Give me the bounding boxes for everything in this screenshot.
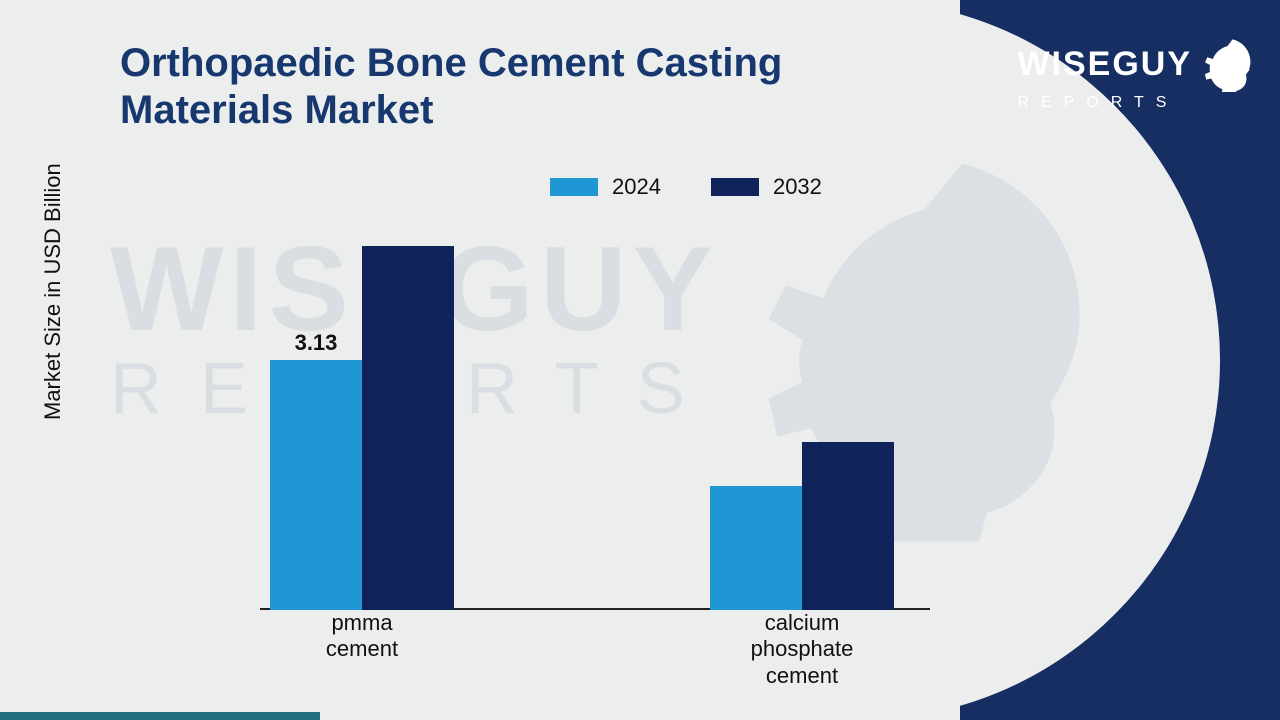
legend: 2024 2032 (550, 174, 822, 200)
legend-item-2032: 2032 (711, 174, 822, 200)
legend-label-2032: 2032 (773, 174, 822, 200)
brand-logo: WISEGUY REPORTS (1017, 36, 1256, 112)
y-axis-label: Market Size in USD Billion (40, 163, 66, 420)
bar (362, 246, 454, 610)
bar (710, 486, 802, 610)
logo-text-line2: REPORTS (1017, 94, 1256, 112)
legend-item-2024: 2024 (550, 174, 661, 200)
logo-text-line1: WISEGUY (1017, 45, 1192, 84)
logo-head-icon (1200, 36, 1256, 92)
bar (802, 442, 894, 610)
accent-bottom-bar (0, 712, 320, 720)
legend-swatch-2032 (711, 178, 759, 196)
bar-value-label: 3.13 (295, 330, 338, 356)
legend-swatch-2024 (550, 178, 598, 196)
chart-title: Orthopaedic Bone Cement Casting Material… (120, 40, 860, 134)
bar-chart: 3.13pmmacementcalciumphosphatecement (120, 210, 930, 610)
category-label: calciumphosphatecement (702, 610, 902, 689)
stage: WISEGUY REPORTS Orthopaedic Bone Cement … (0, 0, 1280, 720)
content: Orthopaedic Bone Cement Casting Material… (0, 0, 1280, 720)
category-label: pmmacement (262, 610, 462, 663)
legend-label-2024: 2024 (612, 174, 661, 200)
bar: 3.13 (270, 360, 362, 610)
